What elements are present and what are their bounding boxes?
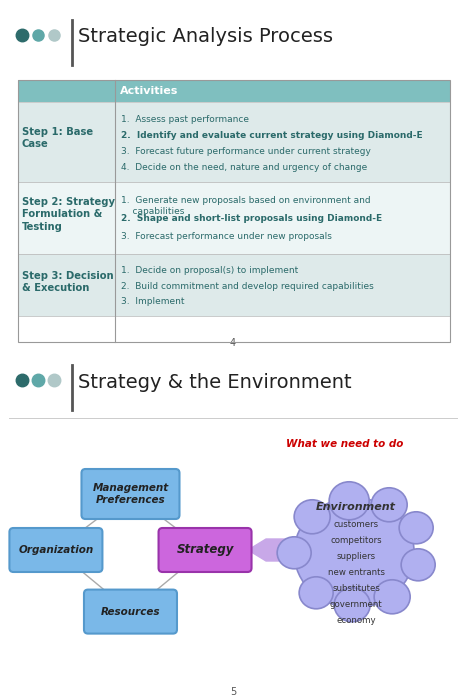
Text: 2.  Shape and short-list proposals using Diamond-E: 2. Shape and short-list proposals using … <box>121 214 382 223</box>
Text: 4: 4 <box>230 338 236 348</box>
Ellipse shape <box>294 500 330 534</box>
FancyBboxPatch shape <box>82 469 179 519</box>
Ellipse shape <box>371 488 407 522</box>
Text: suppliers: suppliers <box>336 552 376 561</box>
FancyArrow shape <box>248 539 294 561</box>
Text: 5: 5 <box>230 687 236 697</box>
Ellipse shape <box>294 498 414 608</box>
Text: Strategic Analysis Process: Strategic Analysis Process <box>78 27 333 46</box>
Text: Step 2: Strategy
Formulation &
Testing: Step 2: Strategy Formulation & Testing <box>22 197 115 232</box>
Ellipse shape <box>401 549 435 581</box>
Text: Strategy: Strategy <box>176 543 234 556</box>
Bar <box>18 80 450 102</box>
Text: economy: economy <box>336 616 376 625</box>
Ellipse shape <box>399 512 433 544</box>
Ellipse shape <box>329 482 369 520</box>
Text: 1.  Assess past performance: 1. Assess past performance <box>121 115 249 124</box>
Ellipse shape <box>334 588 370 622</box>
Text: government: government <box>330 601 383 609</box>
Text: 2.  Build commitment and develop required capabilities: 2. Build commitment and develop required… <box>121 282 374 291</box>
Ellipse shape <box>374 580 410 614</box>
Text: Activities: Activities <box>120 86 178 96</box>
Text: new entrants: new entrants <box>328 568 384 578</box>
Text: Organization: Organization <box>18 545 94 555</box>
FancyBboxPatch shape <box>9 528 103 572</box>
Text: Management
Preferences: Management Preferences <box>92 483 169 505</box>
Ellipse shape <box>277 537 311 569</box>
Bar <box>18 254 450 316</box>
Text: customers: customers <box>334 520 379 529</box>
Text: 3.  Implement: 3. Implement <box>121 298 185 307</box>
Text: 3.  Forecast future performance under current strategy: 3. Forecast future performance under cur… <box>121 147 371 156</box>
Text: What we need to do: What we need to do <box>286 439 404 449</box>
Text: 4.  Decide on the need, nature and urgency of change: 4. Decide on the need, nature and urgenc… <box>121 163 367 172</box>
Text: competitors: competitors <box>330 536 382 545</box>
Text: 1.  Decide on proposal(s) to implement: 1. Decide on proposal(s) to implement <box>121 267 298 275</box>
FancyBboxPatch shape <box>84 589 177 634</box>
Bar <box>18 80 450 342</box>
Text: 3.  Forecast performance under new proposals: 3. Forecast performance under new propos… <box>121 232 332 241</box>
Bar <box>18 102 450 182</box>
Ellipse shape <box>299 577 333 609</box>
Text: substitutes: substitutes <box>332 584 380 594</box>
Text: Step 3: Decision
& Execution: Step 3: Decision & Execution <box>22 271 114 293</box>
FancyBboxPatch shape <box>158 528 252 572</box>
Text: Environment: Environment <box>316 502 396 512</box>
Text: 2.  Identify and evaluate current strategy using Diamond-E: 2. Identify and evaluate current strateg… <box>121 131 423 140</box>
Text: Resources: Resources <box>101 607 160 617</box>
Text: 1.  Generate new proposals based on environment and
    capabilities: 1. Generate new proposals based on envir… <box>121 197 370 216</box>
Bar <box>18 182 450 254</box>
Text: Strategy & the Environment: Strategy & the Environment <box>78 374 352 393</box>
Text: Step 1: Base
Case: Step 1: Base Case <box>22 127 93 149</box>
